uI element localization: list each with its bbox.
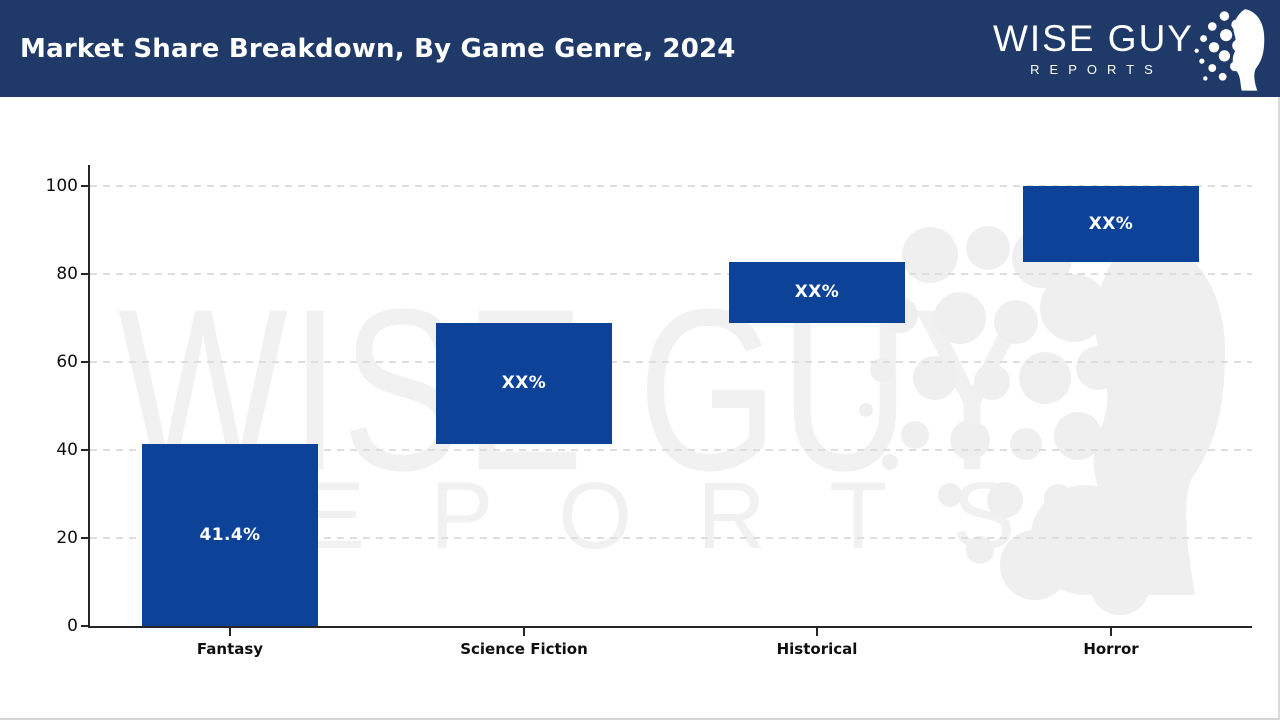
bar: XX% [436, 322, 612, 444]
brand-logo: WISE GUY REPORTS [993, 4, 1266, 94]
x-axis-tick [523, 628, 525, 636]
y-axis-tick [81, 625, 90, 627]
y-axis-tick [81, 361, 90, 363]
y-axis-tick [81, 449, 90, 451]
bar: XX% [1023, 186, 1199, 263]
x-axis-category-label: Fantasy [196, 640, 264, 658]
bar: XX% [729, 262, 905, 323]
page-title: Market Share Breakdown, By Game Genre, 2… [20, 33, 736, 64]
bar-value-label: XX% [1088, 214, 1134, 235]
y-axis-tick-label: 20 [56, 528, 78, 548]
y-axis-tick [81, 185, 90, 187]
brand-logo-text: WISE GUY REPORTS [992, 18, 1194, 78]
head-profile-logo-icon [1194, 8, 1265, 91]
bar: 41.4% [142, 443, 318, 626]
y-axis-tick [81, 273, 90, 275]
gridline [90, 273, 1252, 275]
y-axis-tick [81, 537, 90, 539]
header: Market Share Breakdown, By Game Genre, 2… [0, 0, 1280, 97]
bar-value-label: XX% [501, 373, 547, 394]
gridline [90, 361, 1252, 363]
logo-wordmark: WISE GUY [992, 18, 1194, 59]
x-axis-category-label: Horror [1083, 640, 1139, 658]
y-axis-line [88, 165, 90, 628]
x-axis-category-label: Science Fiction [460, 640, 588, 658]
x-axis-tick [229, 628, 231, 636]
y-axis-tick-label: 80 [56, 264, 78, 284]
y-axis-tick-label: 0 [67, 616, 78, 636]
y-axis-tick-label: 40 [56, 440, 78, 460]
y-axis-tick-label: 100 [45, 176, 78, 196]
bar-value-label: 41.4% [199, 524, 261, 545]
x-axis-tick [1110, 628, 1112, 636]
logo-subtext: REPORTS [1030, 62, 1163, 77]
gridline [90, 537, 1252, 539]
x-axis-line [88, 626, 1252, 628]
gridline [90, 449, 1252, 451]
x-axis-category-label: Historical [776, 640, 858, 658]
y-axis-tick-label: 60 [56, 352, 78, 372]
x-axis-tick [816, 628, 818, 636]
gridline [90, 185, 1252, 187]
bar-value-label: XX% [794, 282, 840, 303]
